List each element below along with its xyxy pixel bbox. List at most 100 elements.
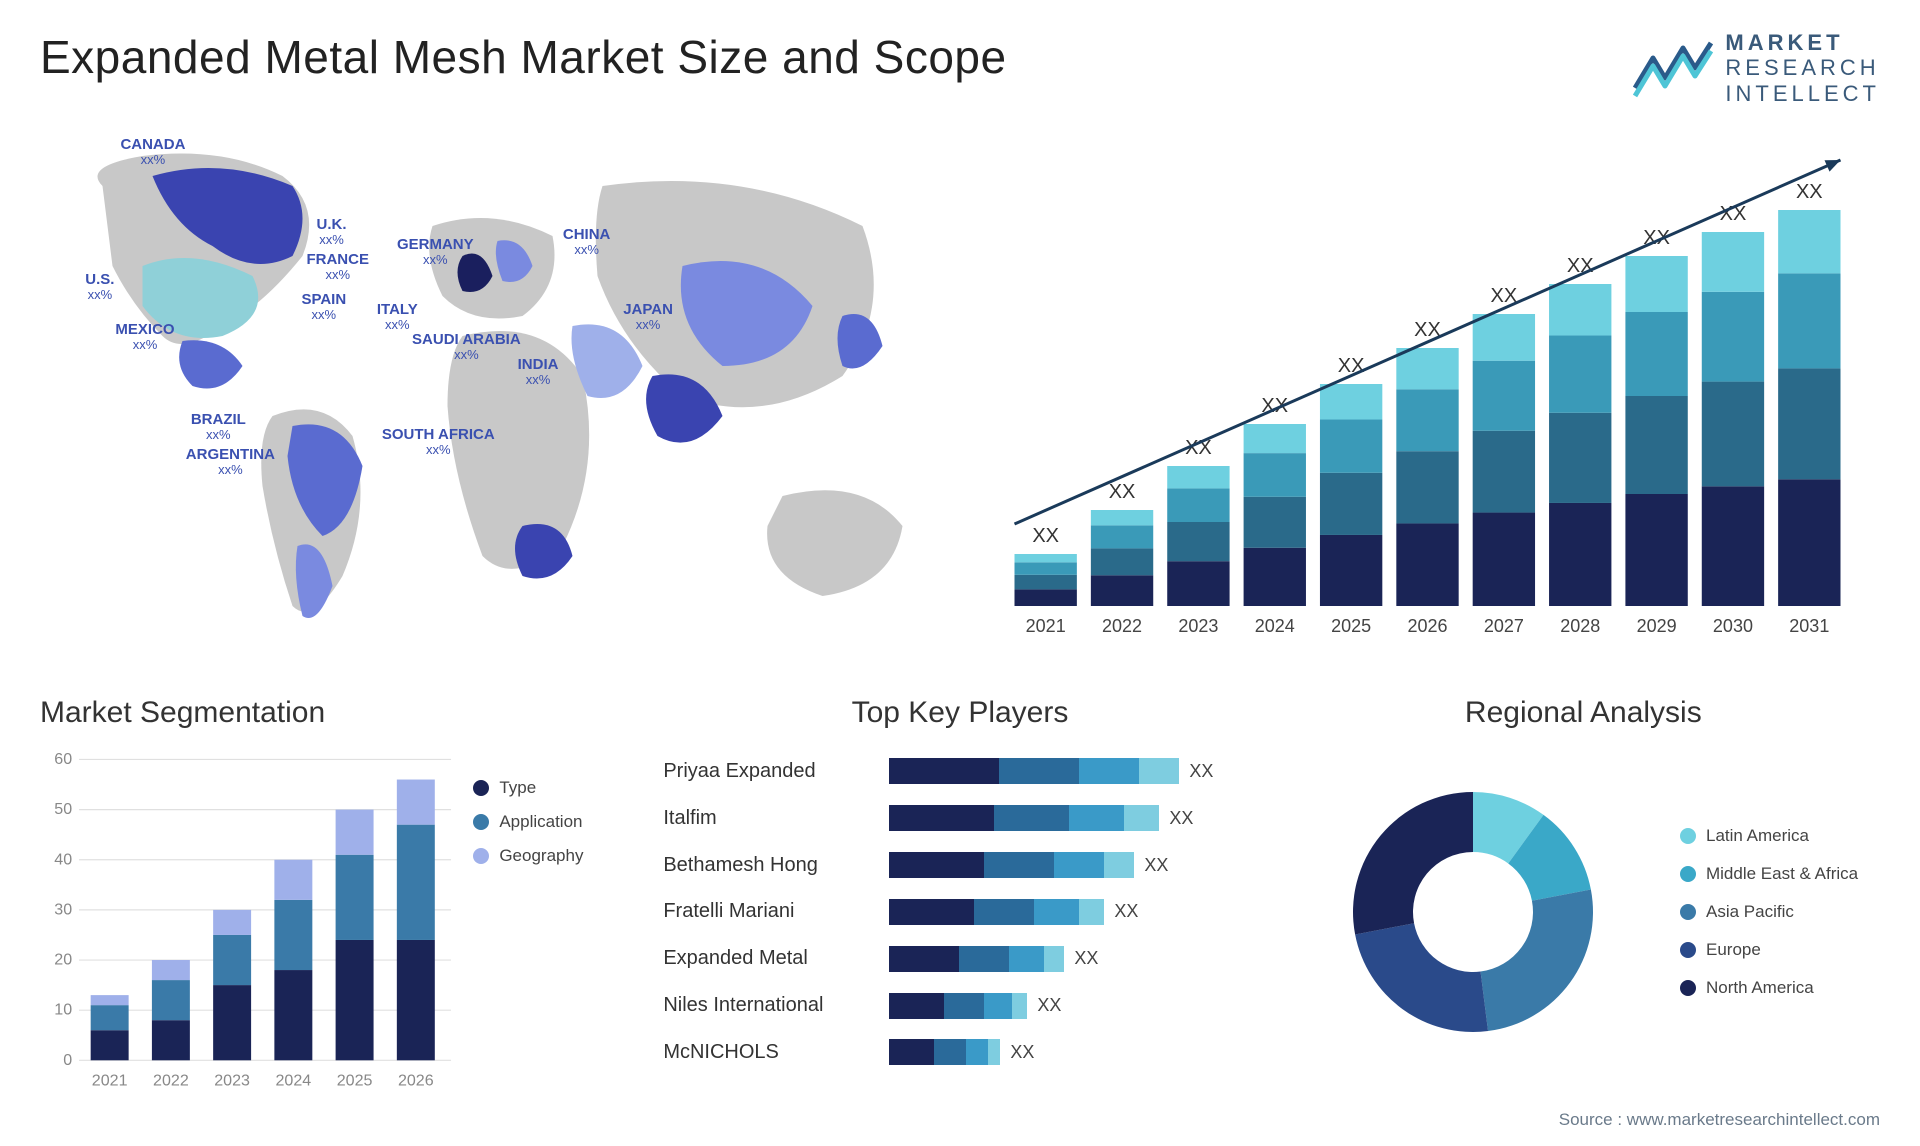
player-bar xyxy=(889,946,1064,972)
seg-bar-segment xyxy=(213,985,251,1060)
seg-bar-segment xyxy=(91,995,129,1005)
player-bar-segment xyxy=(959,946,1009,972)
legend-label: Asia Pacific xyxy=(1706,902,1794,922)
growth-bar-segment xyxy=(1778,273,1840,368)
player-bar-wrap: XX xyxy=(889,899,1256,925)
seg-year-label: 2025 xyxy=(337,1071,373,1089)
player-value: XX xyxy=(1144,855,1168,876)
regional-legend-item: North America xyxy=(1680,978,1880,998)
growth-bar-segment xyxy=(1778,368,1840,479)
growth-chart-panel: XX2021XX2022XX2023XX2024XX2025XX2026XX20… xyxy=(975,126,1880,666)
page-title: Expanded Metal Mesh Market Size and Scop… xyxy=(40,30,1007,84)
seg-bar-segment xyxy=(274,970,312,1060)
player-name: Expanded Metal xyxy=(663,947,873,970)
seg-year-label: 2026 xyxy=(398,1071,434,1089)
growth-bar-segment xyxy=(1702,292,1764,382)
player-bar-segment xyxy=(1012,993,1027,1019)
legend-swatch-icon xyxy=(1680,980,1696,996)
growth-bar-value: XX xyxy=(1032,525,1059,547)
growth-year-label: 2028 xyxy=(1560,616,1600,636)
player-value: XX xyxy=(1169,808,1193,829)
growth-bar-value: XX xyxy=(1338,355,1365,377)
seg-bar-segment xyxy=(274,860,312,900)
player-bar-segment xyxy=(1044,946,1064,972)
player-name: Fratelli Mariani xyxy=(663,900,873,923)
growth-bar-segment xyxy=(1396,451,1458,523)
legend-label: Europe xyxy=(1706,940,1761,960)
growth-bar-segment xyxy=(1396,523,1458,606)
map-country-label: CANADAxx% xyxy=(120,136,185,168)
players-panel: Top Key Players Priyaa ExpandedXXItalfim… xyxy=(663,696,1256,1076)
growth-year-label: 2025 xyxy=(1331,616,1371,636)
growth-bar-segment xyxy=(1244,453,1306,497)
logo-line3: INTELLECT xyxy=(1725,81,1880,106)
map-country-label: ARGENTINAxx% xyxy=(186,446,275,478)
player-bar-segment xyxy=(1009,946,1044,972)
logo-mark-icon xyxy=(1633,38,1713,98)
player-bar xyxy=(889,899,1104,925)
seg-bar-segment xyxy=(274,900,312,970)
legend-label: Middle East & Africa xyxy=(1706,864,1858,884)
growth-year-label: 2031 xyxy=(1789,616,1829,636)
growth-bar-segment xyxy=(1396,389,1458,451)
player-name: Italfim xyxy=(663,807,873,830)
growth-year-label: 2026 xyxy=(1407,616,1447,636)
regional-legend-item: Europe xyxy=(1680,940,1880,960)
growth-bar-segment xyxy=(1015,589,1077,606)
seg-bar-segment xyxy=(152,960,190,980)
seg-ytick: 0 xyxy=(63,1051,72,1069)
legend-swatch-icon xyxy=(1680,942,1696,958)
growth-bar-segment xyxy=(1015,562,1077,574)
player-bar-segment xyxy=(1079,758,1139,784)
growth-bar-segment xyxy=(1091,510,1153,525)
player-value: XX xyxy=(1189,761,1213,782)
map-country-label: GERMANYxx% xyxy=(397,236,474,268)
legend-label: Latin America xyxy=(1706,826,1809,846)
player-row: Italfim XX xyxy=(663,800,1256,836)
player-bar-segment xyxy=(984,852,1054,878)
growth-bar-segment xyxy=(1473,512,1535,605)
map-country-label: SOUTH AFRICAxx% xyxy=(382,426,495,458)
map-country-label: CHINAxx% xyxy=(563,226,611,258)
growth-year-label: 2024 xyxy=(1255,616,1295,636)
player-bar-wrap: XX xyxy=(889,805,1256,831)
seg-year-label: 2022 xyxy=(153,1071,189,1089)
seg-bar-segment xyxy=(397,940,435,1060)
logo-line1: MARKET xyxy=(1725,30,1880,55)
legend-swatch-icon xyxy=(1680,828,1696,844)
player-bar-segment xyxy=(1104,852,1134,878)
legend-swatch-icon xyxy=(1680,904,1696,920)
map-country-label: JAPANxx% xyxy=(623,301,673,333)
map-country-label: INDIAxx% xyxy=(518,356,559,388)
player-bar-segment xyxy=(889,899,974,925)
seg-year-label: 2021 xyxy=(92,1071,128,1089)
segmentation-panel: Market Segmentation 01020304050602021202… xyxy=(40,696,633,1076)
growth-bar-segment xyxy=(1778,479,1840,606)
seg-legend-item: Geography xyxy=(473,846,633,866)
growth-bar-segment xyxy=(1167,466,1229,488)
player-bar-segment xyxy=(1034,899,1079,925)
legend-label: North America xyxy=(1706,978,1814,998)
growth-bar-segment xyxy=(1549,503,1611,606)
player-bar xyxy=(889,805,1159,831)
growth-year-label: 2027 xyxy=(1484,616,1524,636)
segmentation-title: Market Segmentation xyxy=(40,696,633,730)
map-country-label: SAUDI ARABIAxx% xyxy=(412,331,521,363)
logo-line2: RESEARCH xyxy=(1725,55,1879,80)
regional-legend-item: Latin America xyxy=(1680,826,1880,846)
player-row: Priyaa Expanded XX xyxy=(663,753,1256,789)
player-bar-wrap: XX xyxy=(889,758,1256,784)
growth-bar-segment xyxy=(1625,396,1687,494)
player-name: Priyaa Expanded xyxy=(663,760,873,783)
seg-legend-item: Application xyxy=(473,812,633,832)
seg-ytick: 60 xyxy=(54,750,72,768)
regional-legend-item: Asia Pacific xyxy=(1680,902,1880,922)
player-name: Niles International xyxy=(663,994,873,1017)
player-bar-wrap: XX xyxy=(889,993,1256,1019)
player-bar-segment xyxy=(944,993,984,1019)
donut-slice xyxy=(1481,889,1593,1031)
growth-bar-segment xyxy=(1320,535,1382,606)
player-bar-segment xyxy=(1054,852,1104,878)
player-bar-segment xyxy=(974,899,1034,925)
seg-bar-segment xyxy=(397,825,435,940)
